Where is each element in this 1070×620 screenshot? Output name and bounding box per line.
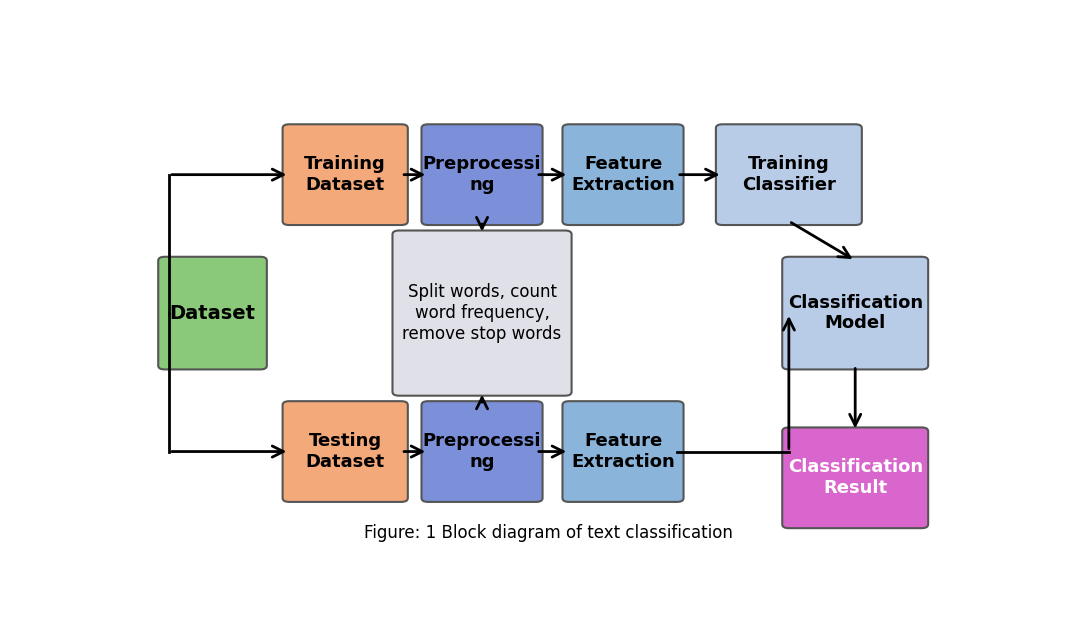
FancyBboxPatch shape	[782, 257, 928, 370]
Text: Training
Dataset: Training Dataset	[304, 155, 386, 194]
Text: Feature
Extraction: Feature Extraction	[571, 432, 675, 471]
Text: Preprocessi
ng: Preprocessi ng	[423, 155, 541, 194]
Text: Training
Classifier: Training Classifier	[742, 155, 836, 194]
FancyBboxPatch shape	[282, 124, 408, 225]
Text: Dataset: Dataset	[169, 304, 256, 322]
FancyBboxPatch shape	[563, 401, 684, 502]
Text: Feature
Extraction: Feature Extraction	[571, 155, 675, 194]
FancyBboxPatch shape	[563, 124, 684, 225]
FancyBboxPatch shape	[782, 427, 928, 528]
Text: Classification
Model: Classification Model	[788, 294, 922, 332]
FancyBboxPatch shape	[158, 257, 266, 370]
FancyBboxPatch shape	[422, 401, 542, 502]
FancyBboxPatch shape	[716, 124, 861, 225]
Text: Split words, count
word frequency,
remove stop words: Split words, count word frequency, remov…	[402, 283, 562, 343]
Text: Figure: 1 Block diagram of text classification: Figure: 1 Block diagram of text classifi…	[364, 525, 733, 542]
FancyBboxPatch shape	[422, 124, 542, 225]
Text: Testing
Dataset: Testing Dataset	[306, 432, 385, 471]
FancyBboxPatch shape	[282, 401, 408, 502]
Text: Classification
Result: Classification Result	[788, 458, 922, 497]
FancyBboxPatch shape	[393, 231, 571, 396]
Text: Preprocessi
ng: Preprocessi ng	[423, 432, 541, 471]
